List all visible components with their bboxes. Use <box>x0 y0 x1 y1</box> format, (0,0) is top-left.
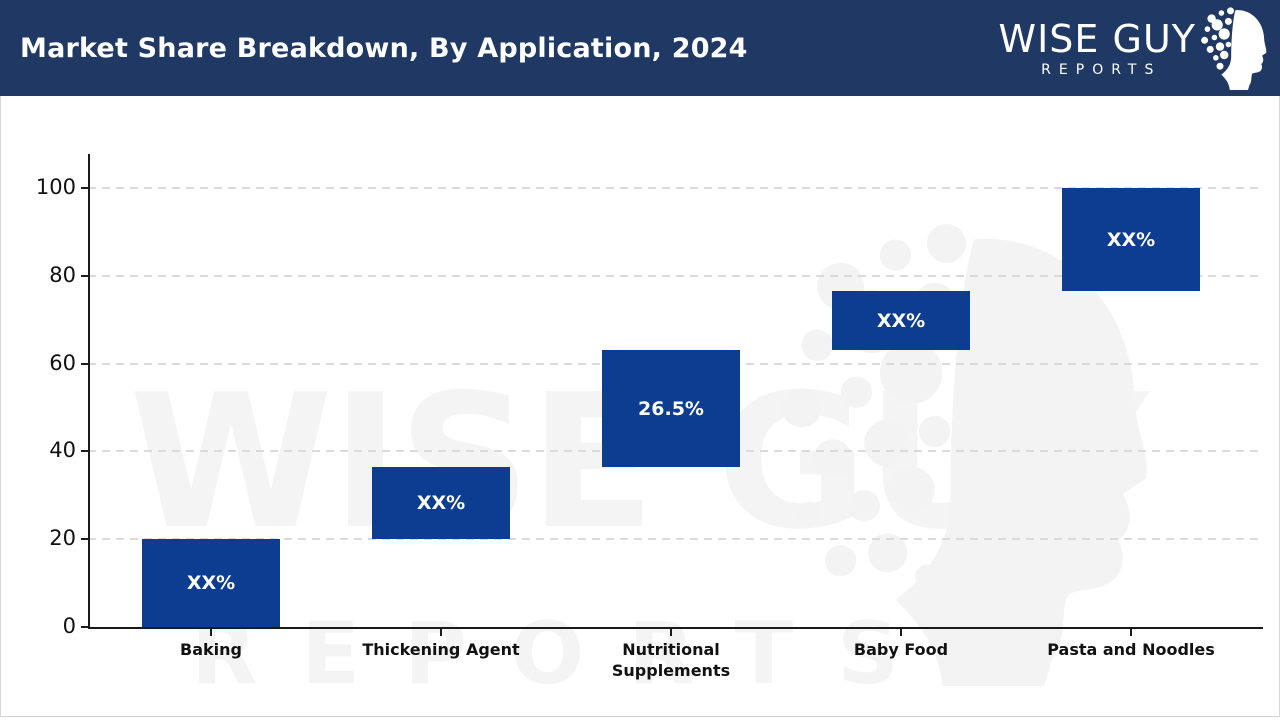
y-axis-tick-mark <box>81 626 88 628</box>
y-axis-tick-mark <box>81 187 88 189</box>
x-axis-category-label: Baking <box>180 640 242 659</box>
x-axis-tick-mark <box>1130 629 1132 636</box>
x-axis-tick-mark <box>210 629 212 636</box>
bar-value-label: XX% <box>1106 228 1156 251</box>
x-axis-tick-mark <box>670 629 672 636</box>
chart-figure: WISE GUY REPORTS 0 20 40 60 80 100 XX% Baking XX… <box>0 96 1280 717</box>
x-axis-tick-mark <box>440 629 442 636</box>
y-axis-tick-label: 20 <box>49 526 76 551</box>
x-axis-category-label: Baby Food <box>853 640 949 659</box>
brand-name: WISE GUY <box>998 16 1196 61</box>
y-axis-tick-mark <box>81 362 88 365</box>
bar-value-label: 26.5% <box>638 397 704 420</box>
y-axis-tick-mark <box>81 450 88 453</box>
bar-value-label: XX% <box>876 309 926 332</box>
gridline-y100 <box>88 187 1263 189</box>
x-axis-category-label: Nutritional Supplements <box>611 640 731 680</box>
bar-pasta-and-noodles: XX% <box>1062 188 1200 292</box>
brand-subtitle: REPORTS <box>1041 61 1162 78</box>
y-axis-tick-label: 100 <box>35 175 76 199</box>
watermark-brand-subtext: REPORTS <box>191 604 944 704</box>
x-axis-tick-mark <box>900 629 902 636</box>
y-axis-line <box>88 154 90 629</box>
brand-logo: WISE GUY REPORTS <box>999 6 1270 90</box>
gridline-y20 <box>88 538 1263 541</box>
bar-nutritional-supplements: 26.5% <box>602 350 740 467</box>
x-axis-category-label: Pasta and Noodles <box>1047 640 1215 659</box>
bar-baby-food: XX% <box>832 291 970 351</box>
y-axis-tick-mark <box>81 274 88 277</box>
y-axis-tick-mark <box>81 538 88 541</box>
bar-value-label: XX% <box>186 572 236 595</box>
y-axis-tick-label: 40 <box>49 438 76 463</box>
chart-title: Market Share Breakdown, By Application, … <box>20 32 748 64</box>
gridline-y80 <box>88 274 1263 277</box>
y-axis-tick-label: 60 <box>49 350 76 375</box>
y-axis-tick-label: 80 <box>49 262 76 287</box>
bar-baking: XX% <box>142 539 280 627</box>
x-axis-category-label: Thickening Agent <box>362 640 520 659</box>
header-bar: Market Share Breakdown, By Application, … <box>0 0 1280 96</box>
brand-logo-text: WISE GUY REPORTS <box>999 19 1196 78</box>
bar-thickening-agent: XX% <box>372 466 510 540</box>
brand-head-icon <box>1201 7 1267 90</box>
y-axis-tick-label: 0 <box>62 614 76 638</box>
bar-value-label: XX% <box>416 491 466 514</box>
x-axis-line <box>88 627 1263 629</box>
